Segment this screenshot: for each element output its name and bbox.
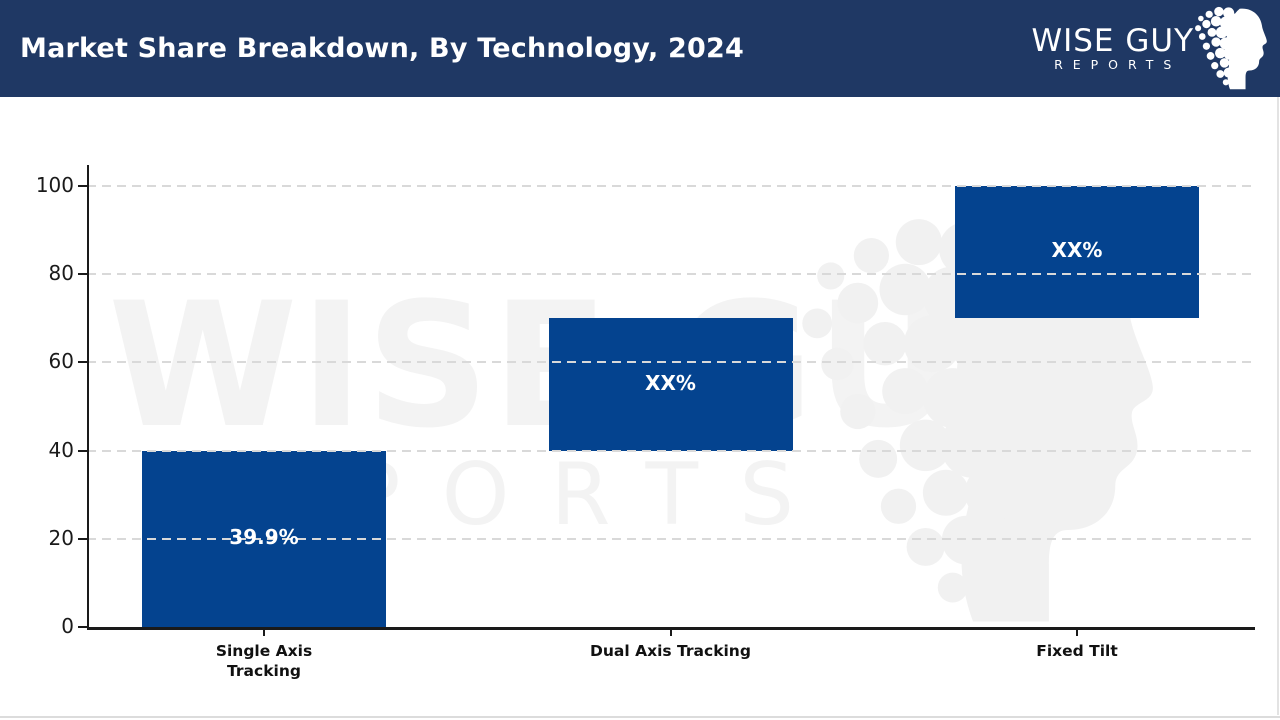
bar-value-label: 39.9% [229, 525, 299, 550]
y-axis-tick-mark [78, 273, 87, 276]
y-gridline [87, 185, 1253, 187]
y-axis-tick-mark [78, 449, 87, 452]
x-axis-tick-mark [669, 629, 672, 636]
bar-value-label: XX% [645, 370, 696, 395]
brand-logo: WISE GUY REPORTS [1031, 6, 1280, 92]
y-axis-tick-label: 0 [61, 614, 74, 638]
bar-segment [548, 318, 793, 452]
dotted-head-icon [1188, 6, 1272, 92]
brand-subtitle: REPORTS [1054, 57, 1182, 73]
bar-value-label: XX% [1051, 238, 1103, 263]
brand-wordmark: WISE GUY REPORTS [1031, 25, 1194, 73]
y-axis-tick-mark [78, 361, 87, 364]
y-gridline [87, 449, 1253, 452]
y-gridline [87, 361, 1253, 364]
x-axis-category-label: Single Axis Tracking [215, 642, 313, 681]
y-axis-tick-label: 60 [48, 349, 74, 374]
brand-name: WISE GUY [1031, 22, 1194, 59]
y-axis-tick-mark [78, 185, 87, 187]
y-axis-tick-label: 20 [48, 525, 74, 550]
bar-chart: WISE GUY REPORTS 0 20 40 60 80 100 39.9% Single… [0, 97, 1280, 720]
y-axis-tick-label: 80 [48, 261, 74, 286]
y-axis-line [87, 165, 89, 627]
y-axis-tick-label: 100 [35, 173, 74, 197]
x-axis-category-label: Fixed Tilt [1036, 642, 1118, 660]
y-gridline [87, 273, 1253, 276]
y-axis-tick-label: 40 [48, 437, 74, 462]
x-axis-tick-mark [263, 629, 265, 636]
page-bottom-border [0, 716, 1280, 718]
x-axis-line [87, 627, 1255, 630]
page-title: Market Share Breakdown, By Technology, 2… [20, 33, 745, 64]
page-right-border [1277, 97, 1279, 715]
x-axis-category-label: Dual Axis Tracking [590, 642, 751, 660]
header-banner: Market Share Breakdown, By Technology, 2… [0, 0, 1280, 97]
y-gridline [87, 537, 1253, 540]
bar-segment [955, 186, 1199, 319]
x-axis-tick-mark [1076, 629, 1078, 636]
y-axis-tick-mark [78, 626, 87, 628]
y-axis-tick-mark [78, 537, 87, 540]
